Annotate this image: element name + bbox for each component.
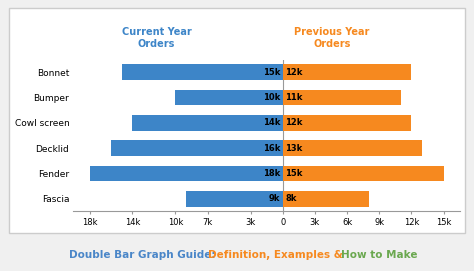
Text: 14k: 14k	[263, 118, 280, 127]
Text: 16k: 16k	[263, 144, 280, 153]
Text: 9k: 9k	[269, 194, 280, 203]
Text: 8k: 8k	[285, 194, 297, 203]
Text: 10k: 10k	[263, 93, 280, 102]
Bar	[283, 166, 444, 181]
Text: 12k: 12k	[285, 68, 303, 77]
Text: 12k: 12k	[285, 118, 303, 127]
Text: 15k: 15k	[285, 169, 303, 178]
Text: Double Bar Graph Guide: Definition, Examples & How to Make: Double Bar Graph Guide: Definition, Exam…	[55, 250, 419, 260]
Bar	[186, 191, 283, 207]
Text: Current Year
Orders: Current Year Orders	[121, 27, 191, 49]
Bar	[175, 90, 283, 105]
Bar	[283, 64, 411, 80]
Text: 11k: 11k	[285, 93, 303, 102]
Bar	[283, 191, 369, 207]
Text: Definition, Examples &: Definition, Examples &	[208, 250, 346, 260]
Bar	[133, 115, 283, 131]
Bar	[283, 90, 401, 105]
Text: Double Bar Graph Guide:: Double Bar Graph Guide:	[69, 250, 219, 260]
Bar	[122, 64, 283, 80]
Text: 13k: 13k	[285, 144, 303, 153]
Bar	[90, 166, 283, 181]
Text: How to Make: How to Make	[341, 250, 418, 260]
Text: 15k: 15k	[263, 68, 280, 77]
Text: 18k: 18k	[263, 169, 280, 178]
Text: Previous Year
Orders: Previous Year Orders	[294, 27, 370, 49]
Bar	[283, 140, 422, 156]
Bar	[111, 140, 283, 156]
Bar	[283, 115, 411, 131]
